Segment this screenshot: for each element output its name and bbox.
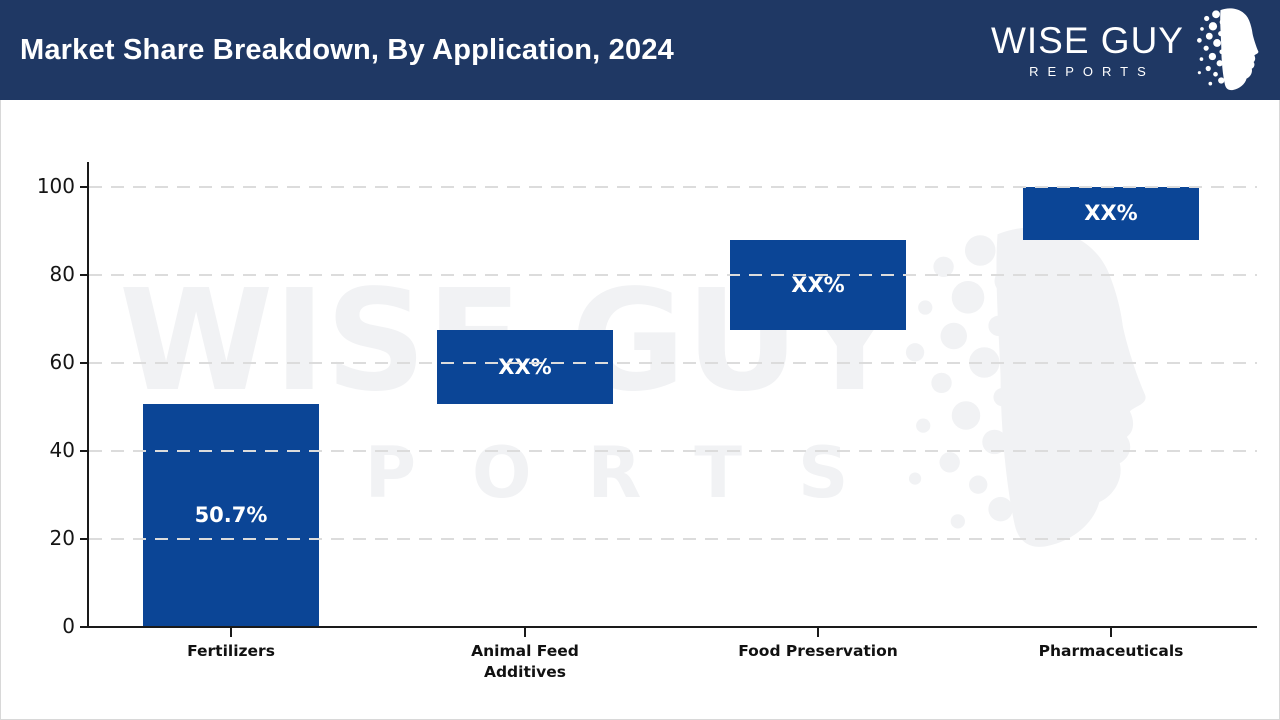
bar-value-label: XX% xyxy=(1084,201,1138,226)
bar-value-label: 50.7% xyxy=(194,503,268,528)
wiseguy-logo-text: WISE GUY REPORTS xyxy=(991,22,1184,78)
y-tick-60 xyxy=(80,362,88,364)
bar-food-preservation: XX% xyxy=(730,239,906,330)
header: Market Share Breakdown, By Application, … xyxy=(0,0,1280,100)
watermark-head-icon xyxy=(905,227,1146,547)
y-tick-label-60: 60 xyxy=(49,350,75,374)
x-axis-line xyxy=(87,626,1257,628)
chart-area: WISE GUY REPORTS 0 20 40 60 80 100 50.7% Fertil… xyxy=(0,100,1280,720)
x-tick-2 xyxy=(817,628,819,637)
x-tick-3 xyxy=(1110,628,1112,637)
y-tick-label-20: 20 xyxy=(49,526,75,550)
bar-animal-feed-additives: XX% xyxy=(437,330,613,404)
bar-value-label: XX% xyxy=(498,354,552,379)
y-tick-80 xyxy=(80,274,88,276)
category-label-3: Pharmaceuticals xyxy=(1038,642,1184,660)
y-tick-40 xyxy=(80,450,88,452)
page-title: Market Share Breakdown, By Application, … xyxy=(20,33,674,66)
bar-value-label: XX% xyxy=(791,272,845,297)
y-tick-0 xyxy=(80,626,88,628)
gridline-60 xyxy=(89,362,1257,364)
wiseguy-logo: WISE GUY REPORTS xyxy=(991,7,1266,93)
category-label-0: Fertilizers xyxy=(187,642,275,660)
gridline-80 xyxy=(89,274,1257,276)
bar-fertilizers: 50.7% xyxy=(143,403,319,627)
x-tick-0 xyxy=(230,628,232,637)
gridline-40 xyxy=(89,450,1257,452)
y-tick-20 xyxy=(80,538,88,540)
logo-brand-subtitle: REPORTS xyxy=(1029,64,1155,79)
gridline-100 xyxy=(89,186,1257,188)
y-tick-label-80: 80 xyxy=(49,262,75,286)
bar-pharmaceuticals: XX% xyxy=(1023,187,1199,240)
y-tick-100 xyxy=(80,186,88,188)
y-tick-label-100: 100 xyxy=(36,174,75,198)
y-axis-line xyxy=(87,162,89,628)
wiseguy-head-icon xyxy=(1197,8,1259,91)
category-label-2: Food Preservation xyxy=(738,642,898,660)
y-tick-label-0: 0 xyxy=(62,614,75,638)
logo-brand-name: WISE GUY xyxy=(990,20,1184,61)
gridline-20 xyxy=(89,538,1257,540)
y-tick-label-40: 40 xyxy=(49,438,75,462)
category-label-1: Animal Feed Additives xyxy=(471,642,579,681)
x-tick-1 xyxy=(524,628,526,637)
